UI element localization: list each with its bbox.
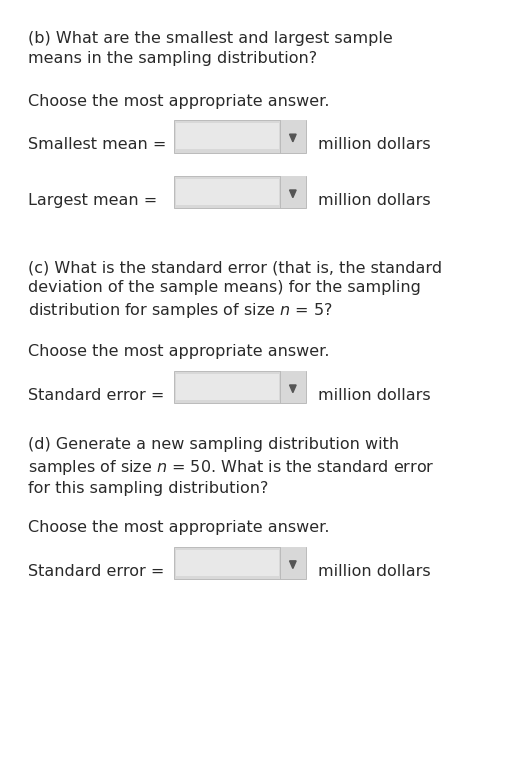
Text: Largest mean =: Largest mean = (28, 193, 157, 208)
FancyBboxPatch shape (280, 547, 306, 579)
FancyBboxPatch shape (174, 547, 306, 579)
Text: (b) What are the smallest and largest sample
means in the sampling distribution?: (b) What are the smallest and largest sa… (28, 31, 392, 66)
FancyBboxPatch shape (174, 176, 306, 209)
Polygon shape (289, 190, 296, 198)
Text: Smallest mean =: Smallest mean = (28, 138, 166, 152)
Text: Choose the most appropriate answer.: Choose the most appropriate answer. (28, 519, 329, 535)
FancyBboxPatch shape (176, 550, 279, 576)
FancyBboxPatch shape (280, 176, 306, 209)
FancyBboxPatch shape (174, 121, 306, 152)
FancyBboxPatch shape (176, 124, 279, 149)
Text: million dollars: million dollars (318, 193, 431, 208)
Polygon shape (289, 385, 296, 393)
Text: million dollars: million dollars (318, 564, 431, 579)
Text: Choose the most appropriate answer.: Choose the most appropriate answer. (28, 344, 329, 359)
Polygon shape (289, 561, 296, 568)
Text: million dollars: million dollars (318, 138, 431, 152)
FancyBboxPatch shape (280, 371, 306, 404)
FancyBboxPatch shape (176, 374, 279, 400)
Text: million dollars: million dollars (318, 388, 431, 403)
Text: Standard error =: Standard error = (28, 564, 164, 579)
Text: Standard error =: Standard error = (28, 388, 164, 403)
Text: (c) What is the standard error (that is, the standard
deviation of the sample me: (c) What is the standard error (that is,… (28, 261, 442, 320)
FancyBboxPatch shape (174, 371, 306, 404)
Text: (d) Generate a new sampling distribution with
samples of size $n$ = 50. What is : (d) Generate a new sampling distribution… (28, 437, 434, 496)
FancyBboxPatch shape (176, 179, 279, 206)
Polygon shape (289, 135, 296, 141)
FancyBboxPatch shape (280, 121, 306, 152)
Text: Choose the most appropriate answer.: Choose the most appropriate answer. (28, 94, 329, 109)
